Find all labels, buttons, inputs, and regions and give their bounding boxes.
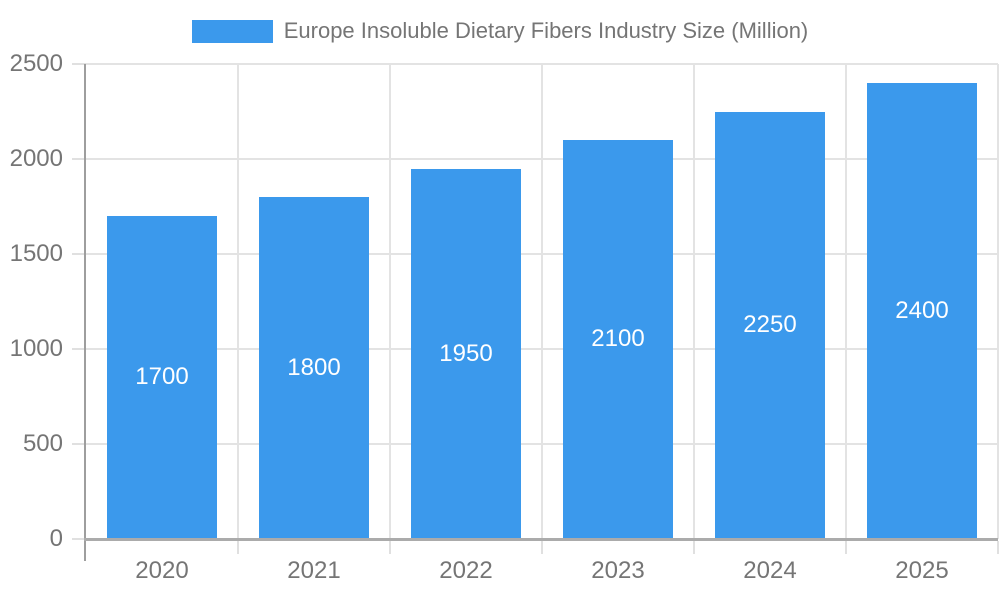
x-tick [845, 541, 847, 554]
y-axis-label: 0 [49, 525, 63, 552]
v-gridline [845, 64, 847, 539]
x-tick [237, 541, 239, 554]
x-axis-label: 2023 [591, 557, 645, 584]
v-gridline [237, 64, 239, 539]
x-axis-label: 2022 [439, 557, 493, 584]
x-tick [389, 541, 391, 554]
y-tick [72, 158, 86, 160]
y-axis-label: 2500 [9, 50, 63, 77]
y-axis-label: 1000 [9, 335, 63, 362]
y-tick [72, 538, 86, 540]
v-gridline [389, 64, 391, 539]
legend: Europe Insoluble Dietary Fibers Industry… [0, 16, 1000, 46]
bar: 2250 [715, 112, 825, 538]
x-tick [997, 541, 999, 554]
bar-value-label: 2250 [743, 311, 797, 338]
x-axis-label: 2024 [743, 557, 797, 584]
bar-value-label: 2400 [895, 296, 949, 324]
bar-value-label: 1700 [135, 363, 189, 390]
y-axis-line [84, 64, 86, 561]
x-axis-label: 2020 [135, 557, 189, 584]
y-tick [72, 348, 86, 350]
x-axis-label: 2021 [287, 557, 341, 584]
y-tick [72, 63, 86, 65]
bar: 1800 [259, 197, 369, 538]
x-axis-line [84, 538, 998, 541]
v-gridline [541, 64, 543, 539]
v-gridline [997, 64, 999, 539]
x-tick [693, 541, 695, 554]
bar-value-label: 2100 [591, 325, 645, 352]
bar: 1950 [411, 169, 521, 538]
y-axis-label: 2000 [9, 145, 63, 172]
bar-value-label: 1800 [287, 353, 341, 381]
legend-label: Europe Insoluble Dietary Fibers Industry… [283, 18, 809, 43]
x-axis-label: 2025 [895, 557, 949, 584]
legend-swatch [191, 19, 273, 43]
bar: 1700 [107, 216, 217, 538]
bar-value-label: 1950 [439, 339, 493, 367]
y-tick [72, 253, 86, 255]
y-axis-label: 1500 [9, 240, 63, 267]
y-tick [72, 443, 86, 445]
bar: 2400 [867, 83, 977, 538]
x-tick [541, 541, 543, 554]
v-gridline [693, 64, 695, 539]
y-axis-label: 500 [22, 430, 63, 457]
bar: 2100 [563, 140, 673, 538]
